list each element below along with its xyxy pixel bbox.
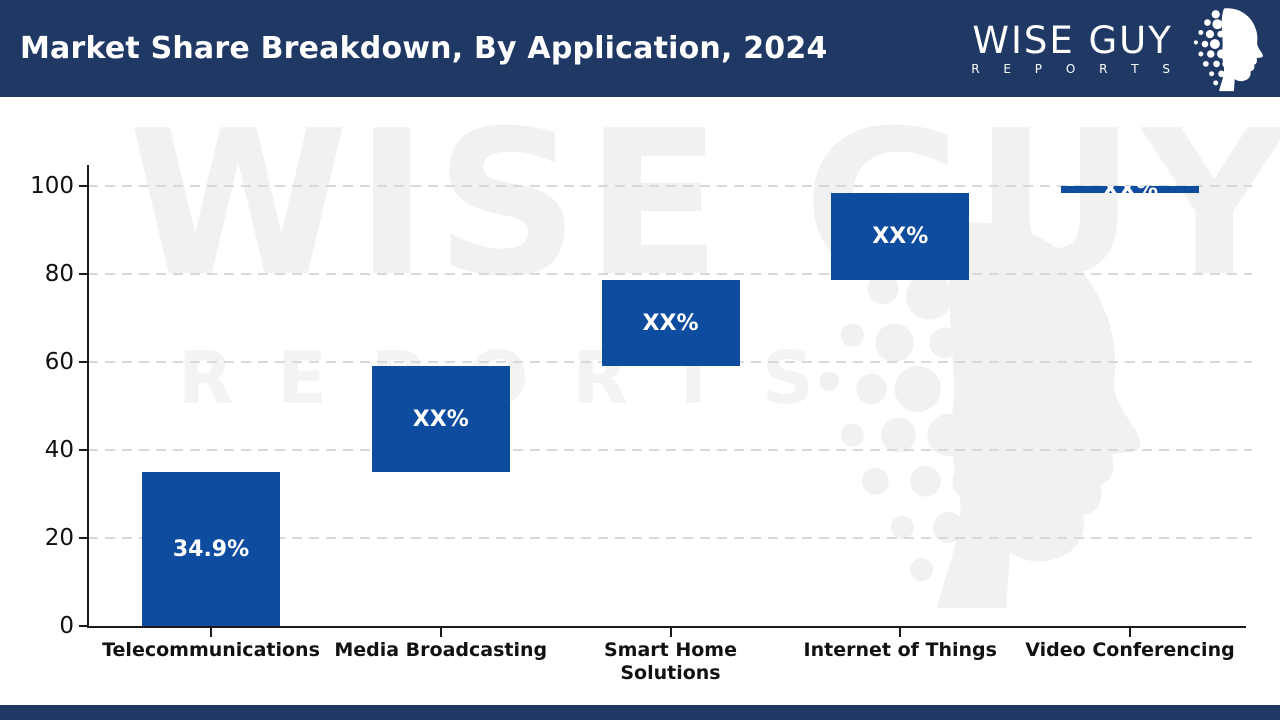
gridline-80 <box>88 273 1252 275</box>
y-tick-label-100: 100 <box>30 173 74 199</box>
y-tick-label-0: 0 <box>59 613 74 639</box>
gridline-40 <box>88 449 1252 451</box>
y-tick-0 <box>79 625 88 627</box>
bar-value-label-3: XX% <box>642 310 699 336</box>
y-axis-spine <box>87 165 89 627</box>
bar-3: XX% <box>601 279 740 367</box>
x-tick-3 <box>669 628 672 637</box>
x-tick-5 <box>1129 628 1131 637</box>
y-tick-20 <box>79 537 88 539</box>
x-tick-2 <box>439 628 442 637</box>
bar-value-label-5: XX% <box>1102 186 1158 193</box>
x-tick-1 <box>210 628 212 637</box>
y-tick-label-80: 80 <box>44 261 74 287</box>
wiseguy-logo: WISE GUY R E P O R T S <box>965 6 1266 92</box>
footer-bar <box>0 705 1280 720</box>
gridline-100 <box>88 185 1252 187</box>
category-label-5: Video Conferencing <box>1025 639 1235 661</box>
category-label-2: Media Broadcasting <box>334 639 548 661</box>
page-title: Market Share Breakdown, By Application, … <box>20 31 828 66</box>
header-bar: Market Share Breakdown, By Application, … <box>0 0 1280 97</box>
bar-2: XX% <box>371 366 510 473</box>
x-axis-spine <box>87 626 1246 628</box>
bar-value-label-1: 34.9% <box>172 536 250 562</box>
bar-5: XX% <box>1061 186 1199 194</box>
category-label-1: Telecommunications <box>102 639 320 661</box>
x-tick-4 <box>899 628 902 637</box>
y-tick-label-60: 60 <box>44 349 74 375</box>
bar-value-label-4: XX% <box>872 223 929 249</box>
wiseguy-logo-text: WISE GUY R E P O R T S <box>965 22 1180 76</box>
y-tick-40 <box>79 449 88 451</box>
y-tick-100 <box>79 185 88 187</box>
bar-1: 34.9% <box>142 472 280 626</box>
y-tick-label-20: 20 <box>44 525 74 551</box>
wiseguy-head-icon <box>1182 6 1266 92</box>
category-label-3: Smart Home Solutions <box>603 639 737 685</box>
bar-value-label-2: XX% <box>412 406 469 432</box>
logo-wordmark: WISE GUY <box>972 19 1173 62</box>
logo-subtitle: R E P O R T S <box>971 62 1180 76</box>
category-label-4: Internet of Things <box>803 639 997 661</box>
y-tick-80 <box>79 273 88 275</box>
bar-4: XX% <box>831 193 970 280</box>
y-tick-label-40: 40 <box>44 437 74 463</box>
y-tick-60 <box>79 361 88 363</box>
gridline-20 <box>88 537 1252 539</box>
